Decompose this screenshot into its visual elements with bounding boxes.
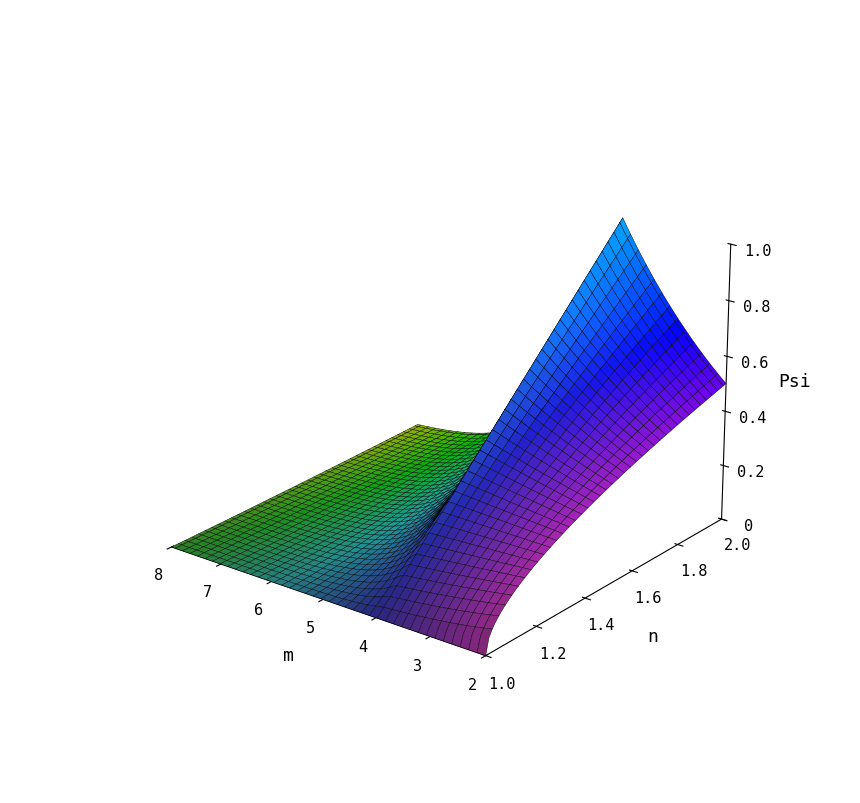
Y-axis label: n: n (647, 627, 658, 645)
X-axis label: m: m (283, 646, 294, 665)
